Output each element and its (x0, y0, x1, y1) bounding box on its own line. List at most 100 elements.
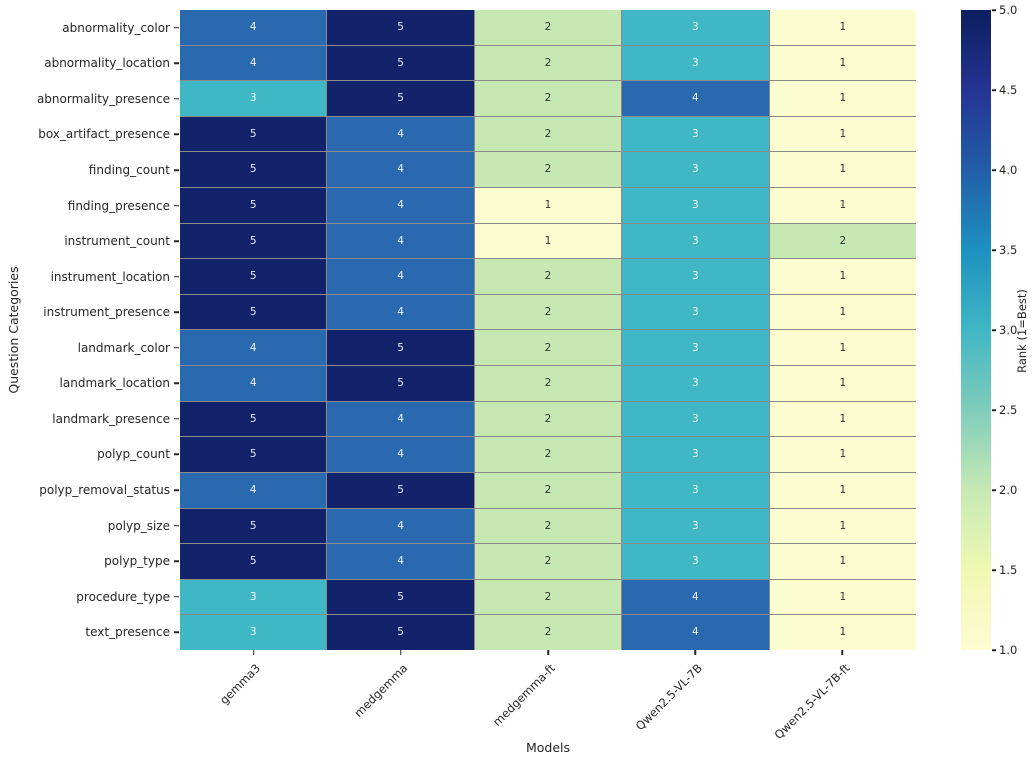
heatmap-cell: 4 (327, 152, 474, 188)
heatmap-cell: 1 (769, 259, 916, 294)
y-tick-label: box_artifact_presence (38, 127, 170, 142)
x-tick-mark (841, 650, 844, 655)
y-tick-mark (174, 560, 179, 562)
heatmap-cell: 5 (180, 116, 327, 152)
heatmap-cell: 2 (474, 508, 622, 544)
y-tick-label: polyp_type (104, 554, 170, 569)
y-tick-mark (174, 382, 179, 385)
y-tick-label: landmark_location (59, 376, 170, 391)
heatmap-cell: 5 (180, 223, 327, 259)
heatmap-cell: 1 (474, 188, 622, 223)
x-tick-label: gemma3 (217, 661, 264, 708)
colorbar-tick-mark (992, 409, 996, 411)
y-tick-mark (174, 169, 179, 171)
heatmap-cell: 1 (474, 223, 622, 259)
heatmap-cell: 3 (622, 10, 769, 45)
colorbar-tick-label: 3.0 (999, 323, 1018, 337)
colorbar-tick-mark (992, 569, 996, 571)
heatmap-cell: 3 (622, 401, 769, 437)
y-tick-label: polyp_count (97, 447, 170, 462)
heatmap-cell: 3 (180, 615, 327, 650)
colorbar-tick-label: 4.5 (999, 83, 1018, 97)
heatmap-cell: 3 (622, 294, 769, 330)
heatmap-cell: 2 (474, 615, 622, 650)
heatmap-cell: 1 (769, 508, 916, 544)
heatmap-cell: 4 (622, 81, 769, 116)
heatmap-cell: 3 (622, 152, 769, 188)
y-tick-label: instrument_location (50, 269, 170, 284)
y-axis-tick-labels: abnormality_color abnormality_location abn… (0, 10, 170, 650)
y-tick-mark (174, 275, 179, 278)
heatmap-cell: 4 (327, 116, 474, 152)
heatmap-cell: 2 (474, 45, 622, 81)
heatmap-cell: 1 (769, 116, 916, 152)
heatmap-cell: 1 (769, 366, 916, 401)
y-tick-mark (174, 204, 179, 207)
heatmap-cell: 4 (327, 508, 474, 544)
heatmap-cell: 4 (327, 294, 474, 330)
colorbar-tick-label: 1.5 (999, 563, 1018, 577)
colorbar-label: Rank (1=Best) (1015, 289, 1029, 373)
heatmap-cell: 5 (327, 45, 474, 81)
heatmap-cell: 1 (769, 10, 916, 45)
y-tick-mark (174, 489, 179, 491)
heatmap-cell: 4 (180, 10, 327, 45)
heatmap-cell: 1 (769, 615, 916, 650)
heatmap-cell: 5 (327, 472, 474, 508)
heatmap-cell: 3 (622, 544, 769, 579)
heatmap-cell: 1 (769, 81, 916, 116)
heatmap-cell: 3 (622, 437, 769, 472)
colorbar-tick-label: 5.0 (999, 3, 1018, 17)
heatmap-cell: 4 (327, 437, 474, 472)
y-tick-mark (174, 98, 179, 100)
colorbar-tick-label: 2.0 (999, 483, 1018, 497)
y-tick-mark (174, 27, 179, 29)
y-tick-label: polyp_removal_status (39, 483, 170, 497)
colorbar-ticks: 5.0 4.5 4.0 3.5 3.0 2.5 2.0 1.5 1.0 (991, 3, 1033, 657)
heatmap-cell: 5 (180, 437, 327, 472)
heatmap-cell: 2 (474, 81, 622, 116)
x-tick-mark (400, 650, 402, 655)
colorbar-tick-mark (992, 329, 996, 331)
y-tick-label: polyp_size (107, 518, 170, 533)
colorbar-tick-mark (992, 9, 996, 11)
heatmap-cell: 1 (769, 437, 916, 472)
y-tick-mark (174, 418, 179, 420)
heatmap-cell: 4 (180, 366, 327, 401)
y-tick-label: abnormality_location (44, 56, 170, 71)
heatmap-cell: 5 (180, 259, 327, 294)
colorbar-tick-label: 1.0 (999, 643, 1018, 657)
x-tick-label: Qwen2.5-VL-7B-ft (771, 661, 853, 742)
heatmap-cell: 4 (622, 579, 769, 615)
heatmap-cell: 3 (622, 366, 769, 401)
heatmap-cell: 2 (474, 152, 622, 188)
heatmap-cell: 4 (327, 223, 474, 259)
heatmap-cell: 2 (474, 294, 622, 330)
y-tick-label: abnormality_presence (36, 91, 170, 106)
heatmap-cell: 5 (180, 152, 327, 188)
heatmap-cell: 5 (327, 366, 474, 401)
heatmap-cell: 5 (180, 401, 327, 437)
colorbar-tick-mark (992, 249, 996, 251)
y-tick-label: finding_count (88, 163, 170, 177)
heatmap-cell: 3 (180, 81, 327, 116)
heatmap-cell: 3 (622, 508, 769, 544)
x-tick-label: Qwen2.5-VL-7B (632, 661, 706, 734)
heatmap-cell: 5 (180, 508, 327, 544)
heatmap-cell: 4 (622, 615, 769, 650)
heatmap-cell: 2 (474, 366, 622, 401)
y-tick-label: instrument_count (64, 234, 170, 249)
heatmap-cell: 2 (474, 544, 622, 579)
heatmap-cell: 2 (474, 472, 622, 508)
heatmap-cell: 4 (180, 472, 327, 508)
heatmap-cell: 3 (180, 579, 327, 615)
y-tick-mark (174, 347, 179, 349)
x-tick-label: medgemma (351, 661, 411, 720)
y-tick-mark (174, 631, 179, 633)
heatmap-cell: 4 (327, 188, 474, 223)
y-tick-mark (174, 524, 179, 527)
heatmap-cell: 5 (327, 81, 474, 116)
heatmap-cell: 1 (769, 294, 916, 330)
heatmap-cell: 1 (769, 472, 916, 508)
